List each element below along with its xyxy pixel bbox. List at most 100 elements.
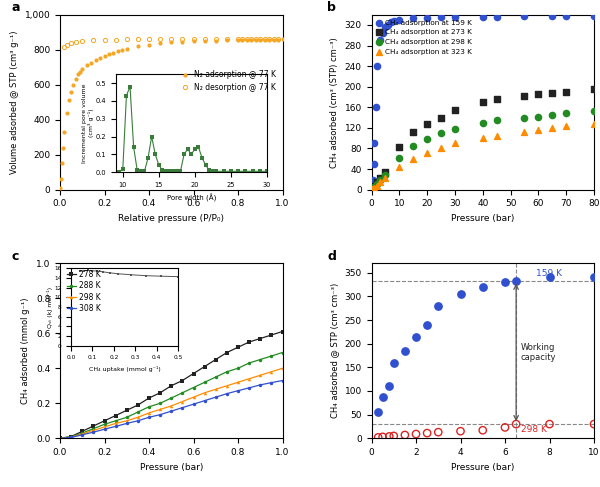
- 298 K: [212, 386, 220, 392]
- CH₄ adsorption at 159 K: [492, 13, 502, 20]
- CH₄ adsorption at 273 K: [375, 174, 385, 182]
- N₂ adsorption @ 77 K: [119, 47, 126, 53]
- Point: [589, 420, 599, 428]
- N₂ desorption @ 77 K: [68, 40, 75, 46]
- Point: [385, 432, 394, 440]
- CH₄ adsorption at 323 K: [372, 182, 382, 189]
- Point: [433, 428, 443, 436]
- CH₄ adsorption at 323 K: [589, 120, 599, 128]
- CH₄ adsorption at 273 K: [395, 144, 404, 151]
- N₂ desorption @ 77 K: [157, 36, 164, 42]
- CH₄ adsorption at 298 K: [533, 112, 543, 120]
- N₂ adsorption @ 77 K: [88, 60, 95, 66]
- CH₄ adsorption at 298 K: [367, 186, 377, 193]
- N₂ adsorption @ 77 K: [97, 55, 104, 61]
- 288 K: [56, 435, 64, 441]
- Point: [500, 424, 510, 431]
- 308 K: [223, 391, 230, 396]
- CH₄ adsorption at 323 K: [380, 174, 390, 182]
- 308 K: [212, 394, 220, 400]
- N₂ desorption @ 77 K: [274, 37, 281, 42]
- Point: [456, 427, 466, 435]
- Point: [545, 274, 554, 281]
- N₂ adsorption @ 77 K: [235, 37, 242, 43]
- 288 K: [201, 379, 208, 385]
- N₂ adsorption @ 77 K: [59, 161, 66, 167]
- N₂ adsorption @ 77 K: [76, 69, 83, 75]
- CH₄ adsorption at 323 K: [370, 184, 379, 191]
- N₂ desorption @ 77 K: [112, 37, 119, 42]
- CH₄ adsorption at 298 K: [478, 119, 488, 127]
- Y-axis label: Volume adsorbed @ STP (cm³ g⁻¹): Volume adsorbed @ STP (cm³ g⁻¹): [10, 30, 19, 174]
- N₂ desorption @ 77 K: [190, 36, 197, 42]
- Point: [545, 420, 554, 428]
- 298 K: [190, 394, 197, 400]
- Point: [389, 432, 398, 440]
- Point: [400, 431, 410, 439]
- N₂ desorption @ 77 K: [90, 37, 97, 43]
- 278 K: [268, 332, 275, 338]
- CH₄ adsorption at 323 K: [562, 122, 571, 130]
- 308 K: [235, 388, 242, 393]
- 298 K: [134, 414, 142, 420]
- Point: [433, 302, 443, 310]
- N₂ desorption @ 77 K: [248, 36, 255, 42]
- N₂ desorption @ 77 K: [134, 37, 142, 42]
- 288 K: [134, 409, 142, 415]
- 308 K: [68, 434, 75, 440]
- Legend: CH₄ adsorption at 159 K, CH₄ adsorption at 273 K, CH₄ adsorption at 298 K, CH₄ a: CH₄ adsorption at 159 K, CH₄ adsorption …: [375, 18, 473, 56]
- Y-axis label: CH₄ adsorbed (mmol g⁻¹): CH₄ adsorbed (mmol g⁻¹): [22, 298, 31, 404]
- Line: 278 K: 278 K: [58, 330, 284, 440]
- 308 K: [257, 382, 264, 388]
- 308 K: [145, 414, 152, 420]
- Legend: N₂ adsorption @ 77 K, N₂ desorption @ 77 K: N₂ adsorption @ 77 K, N₂ desorption @ 77…: [178, 67, 278, 95]
- N₂ adsorption @ 77 K: [179, 39, 186, 45]
- Text: Working
capacity: Working capacity: [521, 343, 556, 362]
- CH₄ adsorption at 298 K: [372, 180, 382, 187]
- 298 K: [257, 373, 264, 378]
- CH₄ adsorption at 273 K: [589, 85, 599, 93]
- CH₄ adsorption at 323 K: [368, 185, 377, 193]
- CH₄ adsorption at 323 K: [409, 155, 418, 163]
- Text: d: d: [327, 250, 336, 262]
- CH₄ adsorption at 273 K: [533, 91, 543, 98]
- Line: 308 K: 308 K: [58, 379, 284, 440]
- 278 K: [279, 329, 286, 335]
- N₂ adsorption @ 77 K: [83, 62, 91, 68]
- CH₄ adsorption at 323 K: [492, 131, 502, 139]
- N₂ adsorption @ 77 K: [74, 72, 82, 77]
- 298 K: [179, 399, 186, 405]
- 288 K: [157, 400, 164, 406]
- CH₄ adsorption at 159 K: [436, 13, 446, 21]
- CH₄ adsorption at 323 K: [533, 126, 543, 134]
- CH₄ adsorption at 159 K: [520, 12, 529, 20]
- CH₄ adsorption at 298 K: [368, 185, 377, 193]
- 288 K: [68, 434, 75, 440]
- 298 K: [167, 403, 175, 409]
- 288 K: [90, 426, 97, 431]
- 278 K: [112, 412, 119, 418]
- N₂ adsorption @ 77 K: [63, 110, 70, 115]
- CH₄ adsorption at 298 K: [395, 154, 404, 162]
- 278 K: [245, 339, 253, 345]
- CH₄ adsorption at 273 K: [380, 168, 390, 175]
- 278 K: [123, 407, 130, 413]
- N₂ adsorption @ 77 K: [60, 145, 67, 150]
- X-axis label: Pressure (bar): Pressure (bar): [140, 463, 203, 471]
- 278 K: [257, 336, 264, 341]
- Point: [373, 433, 383, 441]
- CH₄ adsorption at 273 K: [450, 106, 460, 114]
- 308 K: [123, 420, 130, 426]
- CH₄ adsorption at 273 K: [368, 185, 377, 192]
- 278 K: [68, 433, 75, 439]
- 288 K: [235, 365, 242, 371]
- N₂ adsorption @ 77 K: [266, 37, 273, 42]
- N₂ desorption @ 77 K: [261, 37, 268, 42]
- Point: [422, 321, 432, 329]
- Point: [422, 429, 432, 437]
- 298 K: [68, 434, 75, 440]
- CH₄ adsorption at 159 K: [547, 12, 557, 20]
- CH₄ adsorption at 298 K: [547, 111, 557, 119]
- CH₄ adsorption at 273 K: [368, 184, 377, 191]
- Line: N₂ desorption @ 77 K: N₂ desorption @ 77 K: [62, 37, 280, 49]
